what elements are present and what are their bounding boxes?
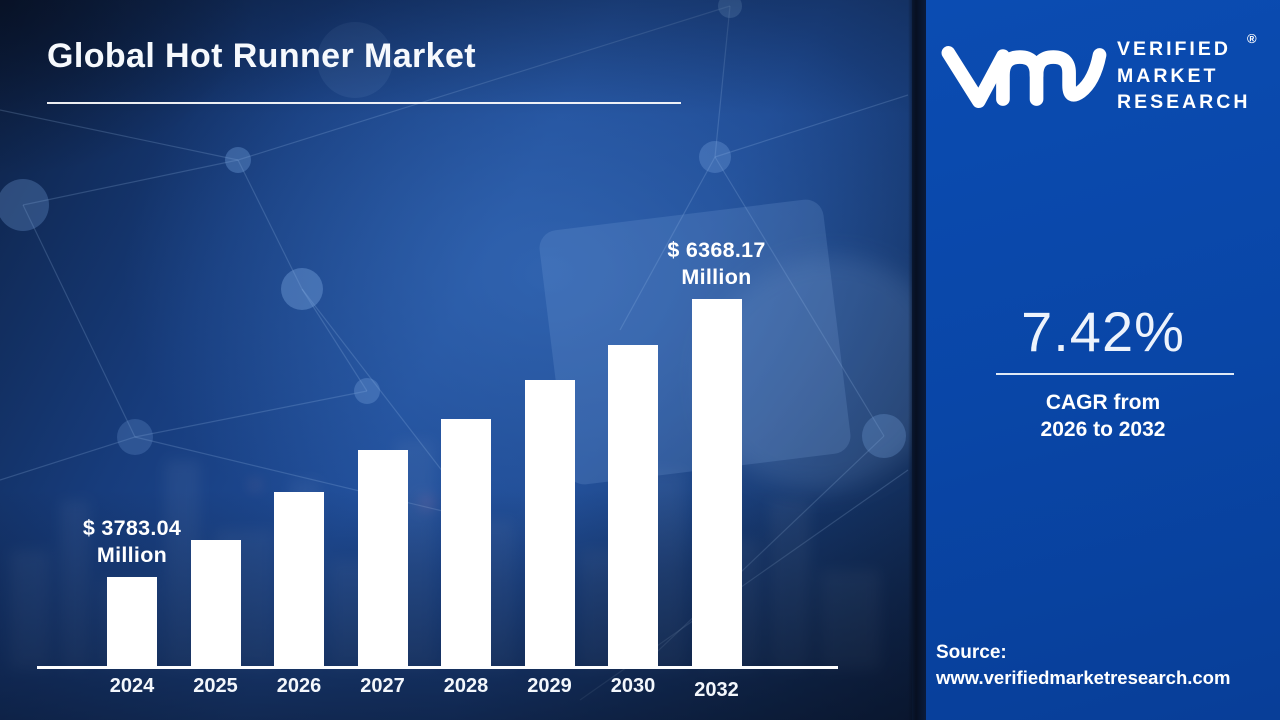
bar-2028	[441, 419, 491, 669]
bar-2027	[357, 450, 408, 669]
data-label-2024: $ 3783.04 Million	[82, 516, 182, 567]
brand-panel: VERIFIED MARKET RESEARCH ® 7.42% CAGR fr…	[926, 0, 1280, 720]
x-axis-label-2027: 2027	[360, 675, 405, 697]
registered-trademark-symbol: ®	[1247, 31, 1257, 46]
x-axis-label-2024: 2024	[109, 675, 155, 697]
x-axis-label-2025: 2025	[193, 675, 238, 697]
page-title: Global Hot Runner Market	[47, 37, 476, 75]
bar-2029	[524, 380, 575, 669]
brand-name-line1: VERIFIED	[1117, 38, 1231, 60]
cagr-caption-line2: 2026 to 2032	[1040, 418, 1166, 441]
divider-strip	[908, 0, 926, 720]
brand-name-line3: RESEARCH	[1117, 91, 1251, 113]
cagr-underline	[996, 373, 1234, 375]
x-axis-line	[37, 666, 838, 669]
x-axis-label-2028: 2028	[443, 675, 489, 697]
bar-2025	[190, 540, 241, 669]
cagr-value: 7.42%	[1021, 300, 1185, 363]
source-url[interactable]: www.verifiedmarketresearch.com	[936, 667, 1231, 688]
bar-2024	[107, 577, 157, 669]
x-axis-label-2030: 2030	[610, 675, 656, 697]
bar-2026	[274, 492, 324, 669]
bar-2030	[608, 345, 658, 669]
vmr-monogram-icon	[941, 46, 1107, 109]
source-block: Source: www.verifiedmarketresearch.com	[936, 640, 1276, 690]
bar-2032	[691, 299, 742, 669]
x-axis-label-2026: 2026	[276, 675, 322, 697]
x-axis-label-2029: 2029	[527, 675, 572, 697]
cagr-caption: CAGR from 2026 to 2032	[926, 389, 1280, 443]
title-underline	[47, 102, 681, 104]
brand-name: VERIFIED MARKET RESEARCH	[1117, 36, 1250, 116]
data-label-2032: $ 6368.17 Million	[667, 238, 766, 289]
x-axis-label-2032: 2032	[694, 679, 739, 701]
chart-area: Global Hot Runner Market 2024 2025 2026 202…	[0, 0, 912, 720]
brand-name-line2: MARKET	[1117, 64, 1219, 87]
cagr-caption-line1: CAGR from	[1045, 391, 1161, 414]
source-label: Source:	[936, 642, 1007, 663]
